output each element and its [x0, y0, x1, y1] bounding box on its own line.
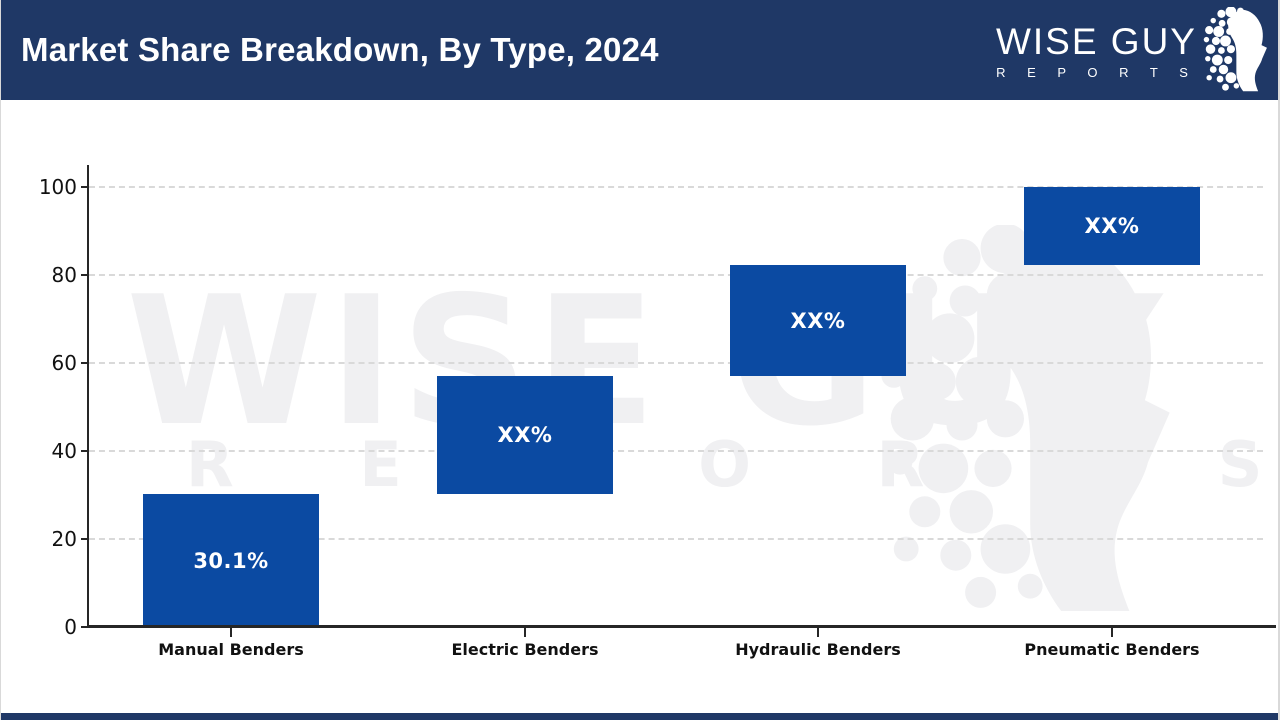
y-tick-mark: [81, 537, 89, 540]
category-label: Hydraulic Benders: [735, 640, 901, 659]
brand-logo: WISE GUY R E P O R T S: [996, 6, 1278, 94]
bar-segment: 30.1%: [143, 494, 319, 627]
y-tick-label: 80: [51, 262, 77, 287]
brand-logo-text: WISE GUY R E P O R T S: [996, 21, 1197, 80]
x-tick-mark: [1111, 628, 1113, 637]
y-tick-label: 20: [51, 526, 77, 551]
y-tick-label: 40: [51, 438, 77, 463]
brand-head-icon: [1203, 6, 1267, 91]
x-tick-mark: [524, 628, 526, 637]
bar-value-label: XX%: [497, 423, 553, 448]
header-bar: Market Share Breakdown, By Type, 2024 WI…: [1, 0, 1278, 100]
gridline-y20: [89, 537, 1263, 540]
y-axis-line: [87, 165, 89, 627]
bar-value-label: XX%: [1084, 213, 1140, 238]
footer-bar: [1, 713, 1278, 720]
x-tick-mark: [817, 628, 819, 637]
y-tick-mark: [81, 185, 89, 188]
bar-segment: XX%: [437, 376, 613, 495]
bar-segment: XX%: [730, 264, 906, 377]
x-tick-mark: [230, 628, 232, 637]
bar-segment: XX%: [1024, 186, 1200, 265]
gridline-y100: [89, 185, 1263, 188]
category-label: Manual Benders: [158, 640, 304, 659]
y-tick-mark: [81, 273, 89, 276]
brand-wordmark: WISE GUY: [995, 20, 1197, 62]
gridline-y40: [89, 449, 1263, 452]
bar-value-label: 30.1%: [193, 548, 269, 573]
y-tick-mark: [81, 361, 89, 364]
y-tick-mark: [81, 626, 89, 628]
category-label: Electric Benders: [451, 640, 599, 659]
brand-reports-text: R E P O R T S: [996, 64, 1197, 80]
category-label: Pneumatic Benders: [1024, 640, 1200, 659]
gridline-y80: [89, 273, 1263, 276]
y-tick-mark: [81, 449, 89, 452]
x-axis-line: [87, 625, 1276, 628]
gridline-y60: [89, 361, 1263, 364]
y-tick-label: 100: [38, 174, 77, 199]
bar-value-label: XX%: [790, 308, 846, 333]
y-tick-label: 60: [51, 350, 77, 375]
y-tick-label: 0: [64, 615, 77, 639]
chart-title: Market Share Breakdown, By Type, 2024: [21, 31, 659, 68]
